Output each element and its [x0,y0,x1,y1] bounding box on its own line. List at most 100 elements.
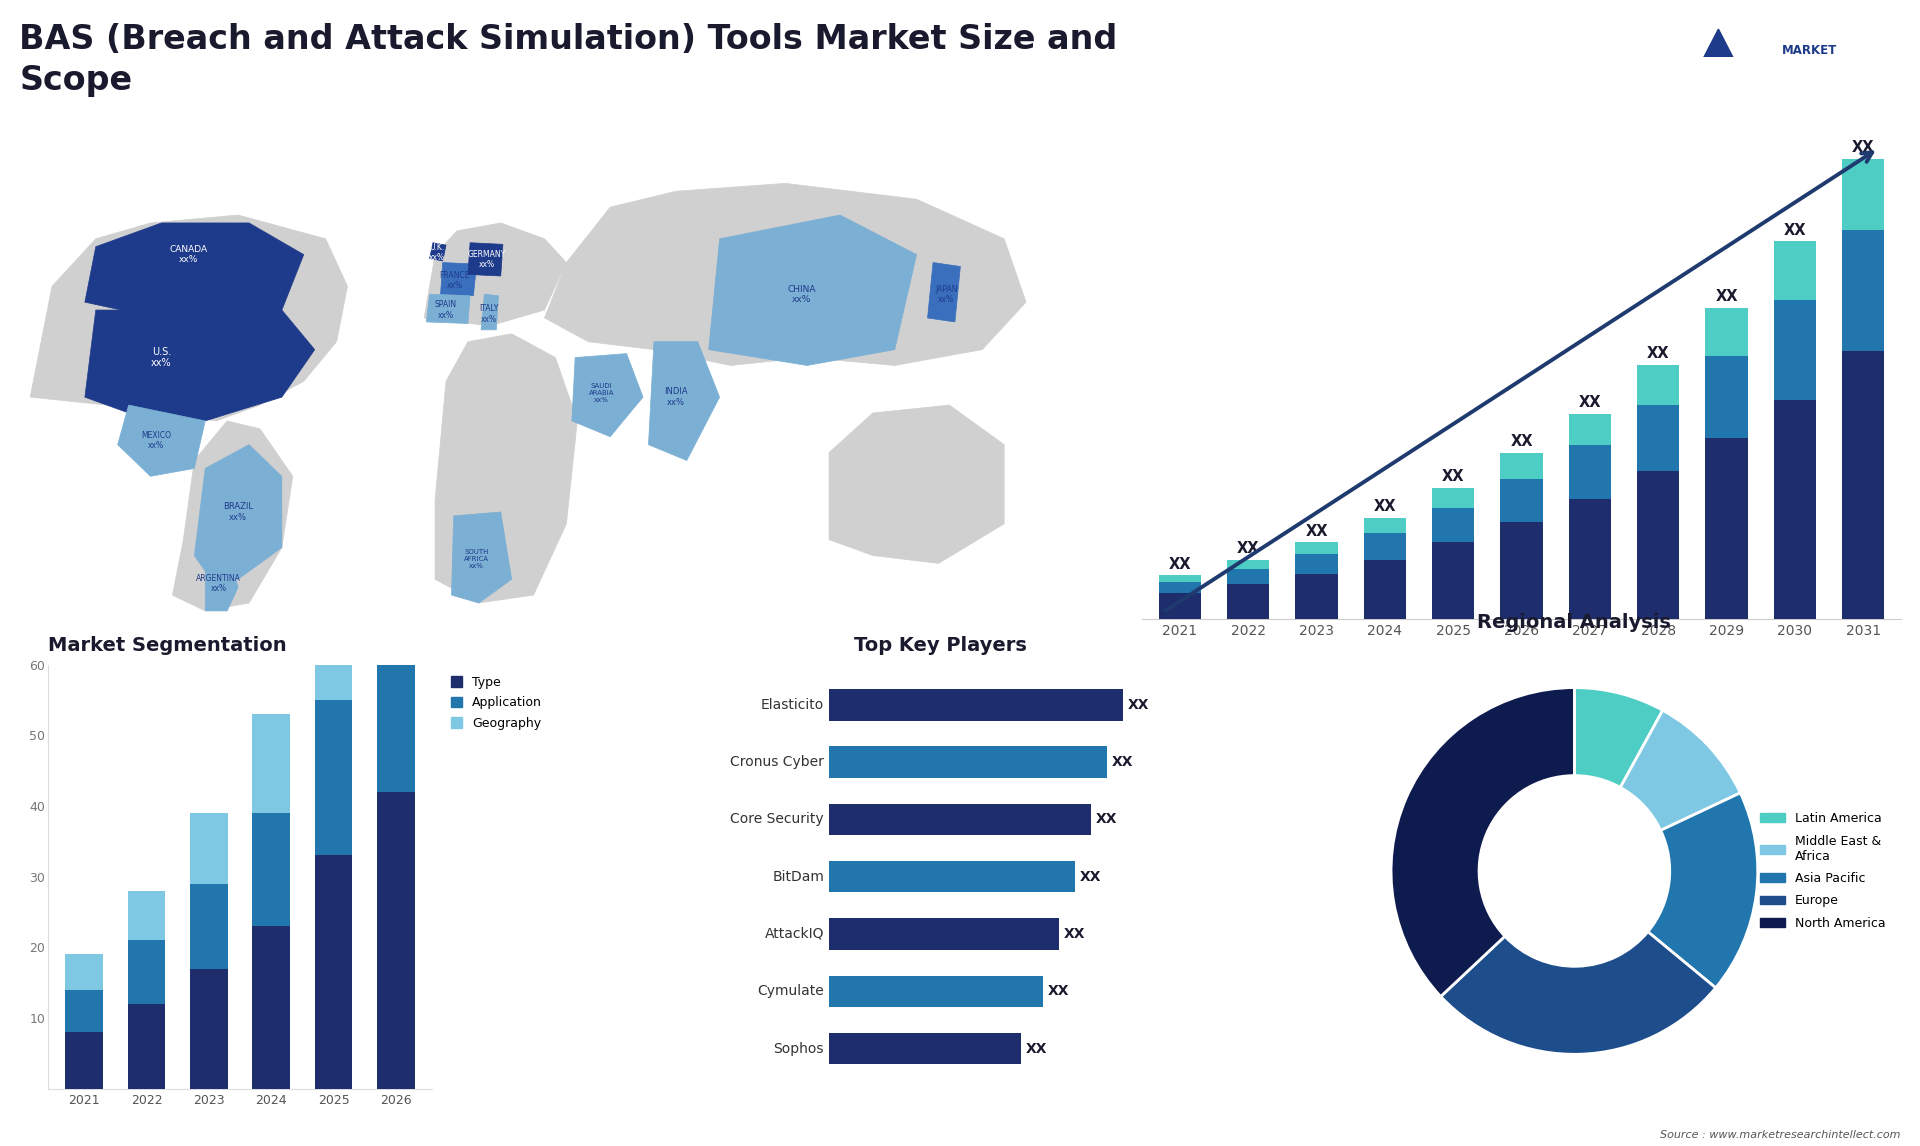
Bar [65,955,104,990]
Bar [1227,560,1269,570]
Text: CHINA
xx%: CHINA xx% [787,284,816,304]
Text: ARGENTINA
xx%: ARGENTINA xx% [196,573,240,592]
Text: Cymulate: Cymulate [756,984,824,998]
Bar [1160,594,1202,619]
Bar [252,926,290,1089]
Bar [1296,574,1338,619]
Bar [1638,366,1680,405]
Wedge shape [1440,932,1716,1054]
Polygon shape [451,512,511,603]
Bar [829,975,1043,1007]
Wedge shape [1620,711,1740,831]
Text: XX: XX [1064,927,1085,941]
Bar [65,1033,104,1089]
Legend: Latin America, Middle East &
Africa, Asia Pacific, Europe, North America: Latin America, Middle East & Africa, Asi… [1755,807,1891,935]
Bar [1774,400,1816,619]
Text: SAUDI
ARABIA
xx%: SAUDI ARABIA xx% [589,383,614,403]
Polygon shape [426,295,470,323]
Polygon shape [829,405,1004,564]
Bar [190,884,228,968]
Bar [1296,542,1338,554]
Bar [376,580,415,792]
Bar [1227,570,1269,584]
Text: Cronus Cyber: Cronus Cyber [730,755,824,769]
Title: Top Key Players: Top Key Players [854,636,1027,654]
Bar [1500,479,1544,521]
Text: SPAIN
xx%: SPAIN xx% [436,300,457,320]
Bar [1227,584,1269,619]
Bar [1296,554,1338,574]
Bar [1774,242,1816,300]
Polygon shape [545,183,1025,366]
Bar [829,689,1123,721]
Bar [1638,471,1680,619]
Polygon shape [430,243,445,261]
Text: Market Segmentation: Market Segmentation [48,636,286,654]
Polygon shape [649,342,720,461]
Bar [190,814,228,884]
Bar [1569,499,1611,619]
Polygon shape [1680,88,1757,163]
Polygon shape [482,295,499,330]
Bar [1705,438,1747,619]
Bar [65,990,104,1033]
Bar [1841,230,1884,351]
Text: XX: XX [1647,346,1670,361]
Text: INDIA
xx%: INDIA xx% [664,387,687,407]
Text: XX: XX [1096,813,1117,826]
Text: MEXICO
xx%: MEXICO xx% [140,431,171,450]
Bar [1432,508,1475,542]
Bar [829,861,1075,893]
Bar [1705,308,1747,356]
Title: Regional Analysis: Regional Analysis [1478,613,1670,631]
Bar [376,792,415,1089]
Bar [1432,487,1475,508]
Text: Sophos: Sophos [774,1042,824,1055]
Polygon shape [31,215,348,421]
Text: U.S.
xx%: U.S. xx% [152,347,171,368]
Legend: Type, Application, Geography: Type, Application, Geography [445,670,547,735]
Polygon shape [205,548,238,611]
Bar [1705,356,1747,438]
Wedge shape [1392,688,1574,997]
Text: Core Security: Core Security [730,813,824,826]
Text: RESEARCH: RESEARCH [1782,85,1853,97]
Text: FRANCE
xx%: FRANCE xx% [440,272,470,290]
Polygon shape [436,333,578,603]
Bar [129,1004,165,1089]
Text: BitDam: BitDam [772,870,824,884]
Bar [376,397,415,580]
Text: CANADA
xx%: CANADA xx% [169,245,207,265]
Bar [315,566,351,700]
Text: BRAZIL
xx%: BRAZIL xx% [223,502,253,521]
Text: Source : www.marketresearchintellect.com: Source : www.marketresearchintellect.com [1661,1130,1901,1140]
Polygon shape [440,262,476,296]
Text: Elasticito: Elasticito [760,698,824,712]
Bar [1500,453,1544,479]
Bar [1363,560,1405,619]
Bar [1569,446,1611,499]
Bar [252,814,290,926]
Text: XX: XX [1079,870,1102,884]
Bar [829,803,1091,835]
Polygon shape [117,405,205,477]
Text: XX: XX [1784,222,1807,237]
Text: XX: XX [1442,469,1465,484]
Text: GERMANY
xx%: GERMANY xx% [467,250,505,269]
Text: MARKET: MARKET [1782,44,1837,57]
Polygon shape [708,215,916,366]
Bar [1160,582,1202,594]
Text: XX: XX [1112,755,1133,769]
Bar [129,940,165,1004]
Polygon shape [173,421,292,611]
Polygon shape [84,311,315,421]
Polygon shape [194,445,282,579]
Text: XX: XX [1025,1042,1046,1055]
Bar [1363,518,1405,533]
Text: U.K.
xx%: U.K. xx% [430,243,445,262]
Wedge shape [1574,688,1663,787]
Bar [1363,533,1405,560]
Text: XX: XX [1236,541,1260,556]
Bar [1774,300,1816,400]
Bar [252,714,290,814]
